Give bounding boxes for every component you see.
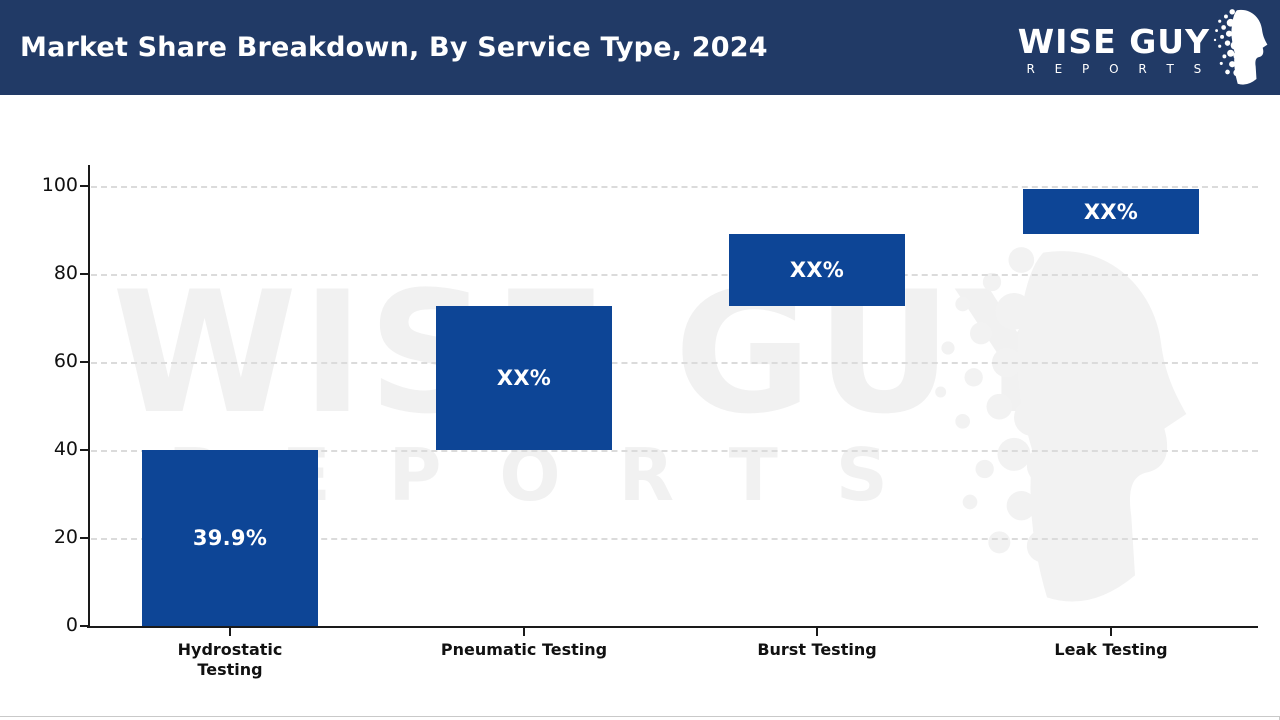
y-tick-label: 20 bbox=[53, 526, 78, 548]
bar-hydrostatic-testing: 39.9% bbox=[142, 450, 318, 626]
brand-logo: WISE GUY R E P O R T S bbox=[1018, 4, 1272, 92]
x-axis-line bbox=[87, 626, 1258, 628]
wise-guy-head-icon bbox=[1213, 9, 1268, 85]
y-tick-label: 60 bbox=[53, 350, 78, 372]
gridline-y-60 bbox=[91, 362, 1258, 364]
header-bar: Market Share Breakdown, By Service Type,… bbox=[0, 0, 1280, 95]
y-axis-line bbox=[88, 165, 90, 628]
x-tick-mark bbox=[229, 628, 231, 636]
y-tick-mark bbox=[80, 273, 88, 275]
bar-burst-testing: XX% bbox=[729, 233, 905, 307]
gridline-y-20 bbox=[91, 538, 1258, 540]
watermark-head-icon bbox=[935, 247, 1187, 602]
x-axis-label-3: Burst Testing bbox=[757, 640, 877, 659]
y-tick-label: 100 bbox=[41, 174, 78, 196]
page-title: Market Share Breakdown, By Service Type,… bbox=[20, 32, 768, 63]
bar-pneumatic-testing: XX% bbox=[436, 306, 612, 451]
chart-plot-area: WISE GUY REPORTS 0 20 40 60 80 100 39.9% XX% XX%… bbox=[0, 95, 1280, 716]
y-tick-label: 40 bbox=[53, 438, 78, 460]
bar-value-label: 39.9% bbox=[192, 526, 268, 551]
gridline-y-80 bbox=[91, 274, 1258, 276]
y-tick-label: 0 bbox=[65, 614, 78, 636]
bar-leak-testing: XX% bbox=[1023, 189, 1199, 234]
bar-value-label: XX% bbox=[1083, 199, 1139, 224]
y-tick-mark bbox=[80, 185, 88, 187]
gridline-y-100 bbox=[91, 186, 1258, 188]
brand-name: WISE GUY bbox=[1017, 21, 1210, 61]
bar-value-label: XX% bbox=[496, 366, 552, 391]
brand-logo-text: WISE GUY R E P O R T S bbox=[1018, 25, 1210, 76]
gridline-y-40 bbox=[91, 450, 1258, 452]
bottom-border-line bbox=[0, 716, 1280, 717]
x-tick-mark bbox=[1110, 628, 1112, 636]
y-tick-label: 80 bbox=[53, 262, 78, 284]
x-tick-mark bbox=[523, 628, 525, 636]
y-tick-mark bbox=[80, 361, 88, 363]
bar-value-label: XX% bbox=[789, 258, 845, 283]
x-axis-label-4: Leak Testing bbox=[1054, 640, 1168, 659]
brand-subname: R E P O R T S bbox=[1026, 61, 1210, 76]
y-tick-mark bbox=[80, 537, 88, 539]
x-tick-mark bbox=[816, 628, 818, 636]
x-axis-label-2: Pneumatic Testing bbox=[440, 640, 608, 659]
y-tick-mark bbox=[80, 625, 88, 627]
y-tick-mark bbox=[80, 449, 88, 451]
x-axis-label-1: Hydrostatic Testing bbox=[177, 640, 283, 679]
